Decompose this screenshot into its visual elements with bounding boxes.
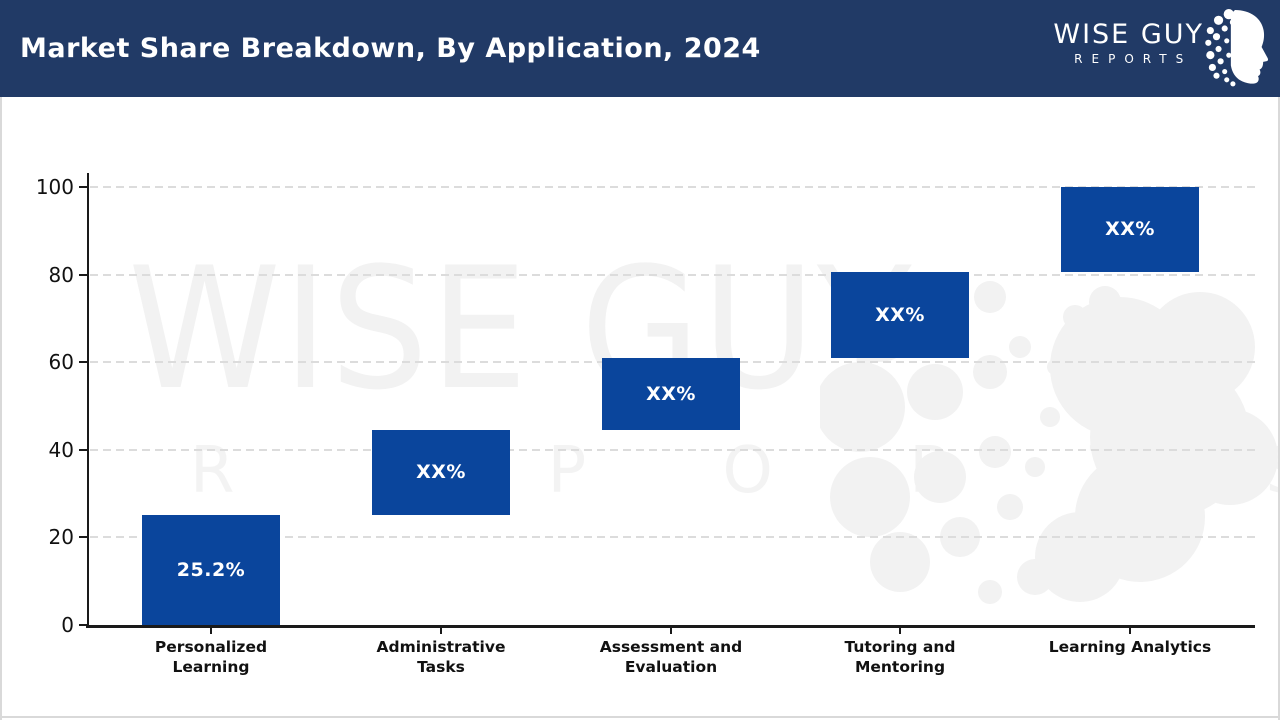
logo-wordmark-line1: WISE GUY (1053, 19, 1204, 50)
logo-face-icon (1205, 9, 1269, 87)
bar-value-label: XX% (875, 303, 925, 326)
y-tick-label-20: 20 (48, 525, 74, 550)
gridline-100 (90, 186, 1255, 188)
category-label: Learning Analytics (1010, 637, 1250, 657)
watermark-text-line1: WISE GUY (128, 231, 914, 427)
gridline-20 (90, 536, 1255, 539)
category-label: Administrative Tasks (321, 637, 561, 677)
x-tick (670, 625, 672, 634)
category-label-line: Tutoring and (844, 638, 956, 656)
y-tick-60 (79, 361, 87, 364)
y-tick-label-80: 80 (48, 262, 74, 287)
category-label-line: Personalized (154, 638, 268, 656)
right-border (1278, 97, 1280, 720)
category-label: Assessment and Evaluation (551, 637, 791, 677)
y-tick-label-60: 60 (48, 350, 74, 375)
y-tick-label-100: 100 (35, 175, 74, 199)
gridline-40 (90, 448, 1255, 451)
y-tick-label-40: 40 (48, 437, 74, 462)
category-label-line: Mentoring (854, 658, 946, 676)
bar-segment: XX% (602, 357, 740, 431)
category-label-line: Administrative (376, 638, 506, 656)
brand-logo: WISE GUY REPORTS (1020, 6, 1270, 92)
plot-area: 0 20 40 60 80 100 25.2% XX% XX% XX% XX% Personalize… (0, 97, 1280, 720)
bar-value-label: XX% (416, 461, 466, 484)
category-label: Personalized Learning (91, 637, 331, 677)
x-tick (1129, 625, 1131, 634)
bar-segment: 25.2% (142, 514, 280, 625)
y-axis-line (87, 173, 89, 628)
chart-canvas: WISE GUY R E P O R T S 0 20 40 60 80 100 25.2%… (0, 97, 1280, 720)
y-tick-20 (79, 536, 87, 539)
x-tick (440, 625, 442, 634)
left-border (0, 97, 2, 720)
y-tick-0 (79, 624, 87, 626)
category-label-line: Learning (172, 658, 250, 676)
bar-segment: XX% (831, 271, 969, 358)
gridline-80 (90, 273, 1255, 276)
bottom-border (0, 716, 1280, 718)
category-label-line: Assessment and (599, 638, 743, 656)
bar-segment: XX% (372, 430, 510, 515)
bar-value-label: XX% (1105, 218, 1155, 241)
chart-title: Market Share Breakdown, By Application, … (20, 33, 761, 64)
bar-value-label: XX% (646, 382, 696, 405)
y-tick-80 (79, 273, 87, 276)
category-label-line: Learning Analytics (1048, 638, 1212, 656)
y-tick-40 (79, 448, 87, 451)
logo-wordmark-line2: REPORTS (1074, 52, 1193, 66)
y-tick-100 (79, 186, 87, 188)
header: Market Share Breakdown, By Application, … (0, 0, 1280, 97)
y-tick-label-0: 0 (61, 613, 74, 637)
category-label: Tutoring and Mentoring (780, 637, 1020, 677)
bar-segment: XX% (1061, 187, 1199, 272)
logo-wordmark: WISE GUY REPORTS (1053, 19, 1204, 67)
category-label-line: Evaluation (624, 658, 718, 676)
category-label-line: Tasks (417, 658, 465, 676)
x-tick (899, 625, 901, 634)
bar-value-label: 25.2% (176, 558, 246, 581)
x-tick (210, 625, 212, 634)
